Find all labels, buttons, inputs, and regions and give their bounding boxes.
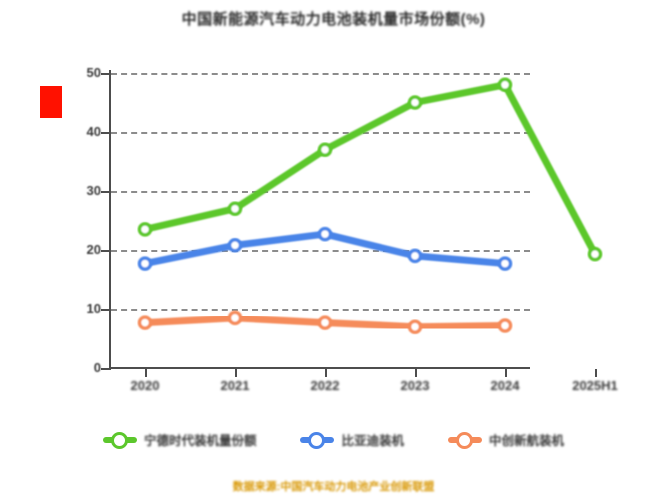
y-tick-10 [101, 309, 110, 311]
x-tick-2023 [415, 369, 417, 377]
data-point-1-1[interactable] [137, 222, 153, 237]
data-point-1-5[interactable] [497, 77, 513, 93]
data-point-3-2[interactable] [227, 310, 243, 326]
legend-marker-green-icon [102, 431, 137, 449]
legend-label-orange: 中创新航装机 [489, 434, 565, 448]
y-tick-50 [101, 73, 110, 75]
x-tick-2020 [145, 369, 147, 377]
y-axis-label-30: 30 [86, 183, 101, 198]
data-point-2-5[interactable] [497, 256, 513, 271]
chart-legend: 宁德时代装机量份额 比亚迪装机 中创新航装机 [0, 430, 667, 449]
data-point-3-1[interactable] [137, 315, 153, 330]
legend-dot-blue [308, 431, 326, 449]
data-point-3-5[interactable] [497, 318, 513, 333]
data-point-2-1[interactable] [137, 256, 153, 271]
gridline-30 [111, 191, 530, 193]
x-tick-2021 [235, 369, 237, 377]
data-point-2-3[interactable] [317, 226, 333, 242]
redacted-axis-label [40, 86, 62, 118]
x-axis-label-2022: 2022 [310, 378, 340, 393]
legend-item-green[interactable]: 宁德时代装机量份额 [102, 430, 257, 449]
y-tick-40 [101, 132, 110, 134]
series-line-1 [141, 81, 599, 258]
legend-marker-orange-icon [448, 431, 482, 449]
legend-item-orange[interactable]: 中创新航装机 [448, 430, 564, 449]
data-point-3-3[interactable] [317, 315, 333, 330]
legend-label-green: 宁德时代装机量份额 [143, 434, 257, 448]
data-point-1-4[interactable] [407, 95, 423, 110]
x-axis-label-2020: 2020 [130, 378, 160, 393]
data-point-1-6[interactable] [587, 246, 603, 262]
data-point-1-3[interactable] [317, 142, 333, 157]
data-point-2-2[interactable] [227, 238, 243, 253]
x-tick-2022 [325, 369, 327, 377]
chart-title: 中国新能源汽车动力电池装机量市场份额(%) [181, 11, 486, 28]
y-axis-label-50: 50 [86, 65, 101, 80]
x-axis-label-2021: 2021 [220, 378, 250, 393]
x-tick-2025h1 [595, 369, 597, 377]
gridline-40 [111, 132, 530, 134]
y-axis-label-40: 40 [86, 124, 101, 139]
y-axis-label-10: 10 [86, 301, 101, 316]
y-axis-label-0: 0 [93, 360, 101, 375]
y-axis-line [109, 70, 111, 370]
x-tick-2024 [505, 369, 507, 377]
x-axis-label-2024: 2024 [490, 378, 520, 393]
series-group [137, 77, 603, 334]
gridline-50 [111, 73, 530, 75]
y-tick-30 [101, 191, 110, 193]
y-tick-20 [101, 250, 110, 252]
y-tick-0 [101, 368, 110, 370]
gridline-20 [111, 250, 530, 252]
data-point-2-4[interactable] [407, 248, 423, 264]
source-note: 数据来源:中国汽车动力电池产业创新联盟 [232, 481, 435, 493]
legend-dot-green [110, 431, 128, 449]
legend-item-blue[interactable]: 比亚迪装机 [300, 430, 404, 449]
legend-dot-orange [456, 431, 473, 449]
legend-label-blue: 比亚迪装机 [341, 434, 404, 448]
y-axis-label-20: 20 [86, 242, 101, 257]
data-point-3-4[interactable] [407, 319, 423, 334]
data-point-1-2[interactable] [227, 201, 243, 216]
gridline-10 [111, 309, 530, 311]
x-axis-label-2023: 2023 [400, 378, 430, 393]
legend-marker-blue-icon [300, 431, 335, 449]
x-axis-label-2025h1: 2025H1 [572, 378, 618, 393]
x-axis-line [109, 367, 530, 369]
